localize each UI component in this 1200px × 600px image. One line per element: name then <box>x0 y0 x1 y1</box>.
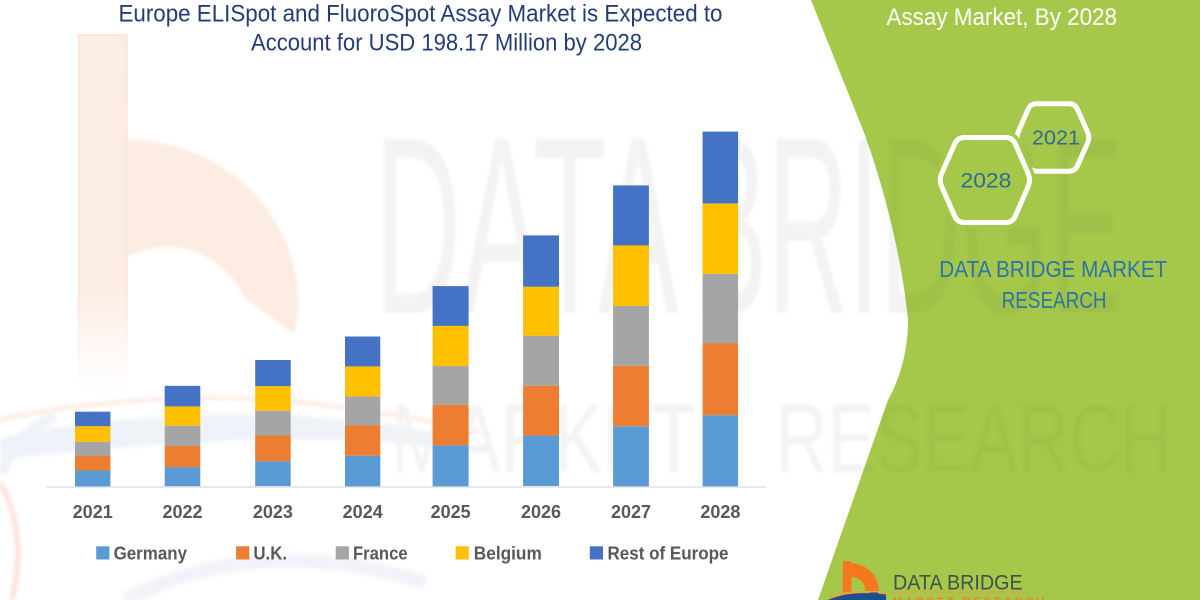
svg-text:Rest of Europe: Rest of Europe <box>608 544 729 564</box>
svg-text:DATA BRIDGE MARKET: DATA BRIDGE MARKET <box>939 256 1167 282</box>
svg-text:2024: 2024 <box>343 502 383 522</box>
svg-text:2028: 2028 <box>700 502 740 522</box>
svg-text:2025: 2025 <box>431 502 471 522</box>
svg-text:MARKET RESEARCH: MARKET RESEARCH <box>893 595 1047 600</box>
svg-text:2027: 2027 <box>611 502 651 522</box>
svg-text:Assay Market, By 2028: Assay Market, By 2028 <box>887 4 1118 31</box>
svg-text:2023: 2023 <box>253 502 293 522</box>
svg-text:Germany: Germany <box>114 544 187 564</box>
svg-text:U.K.: U.K. <box>253 544 287 564</box>
svg-text:2022: 2022 <box>162 502 202 522</box>
svg-text:DATA BRIDGE: DATA BRIDGE <box>893 571 1023 594</box>
svg-text:Europe ELISpot and FluoroSpot: Europe ELISpot and FluoroSpot Assay Mark… <box>119 1 723 28</box>
svg-text:2028: 2028 <box>961 169 1012 193</box>
svg-text:France: France <box>353 544 408 564</box>
svg-text:Account for USD 198.17 Million: Account for USD 198.17 Million by 2028 <box>251 29 642 56</box>
svg-text:RESEARCH: RESEARCH <box>1002 287 1107 313</box>
svg-text:2021: 2021 <box>1032 126 1080 149</box>
svg-text:Belgium: Belgium <box>474 544 542 564</box>
svg-text:2021: 2021 <box>73 502 113 522</box>
svg-text:2026: 2026 <box>521 502 561 522</box>
